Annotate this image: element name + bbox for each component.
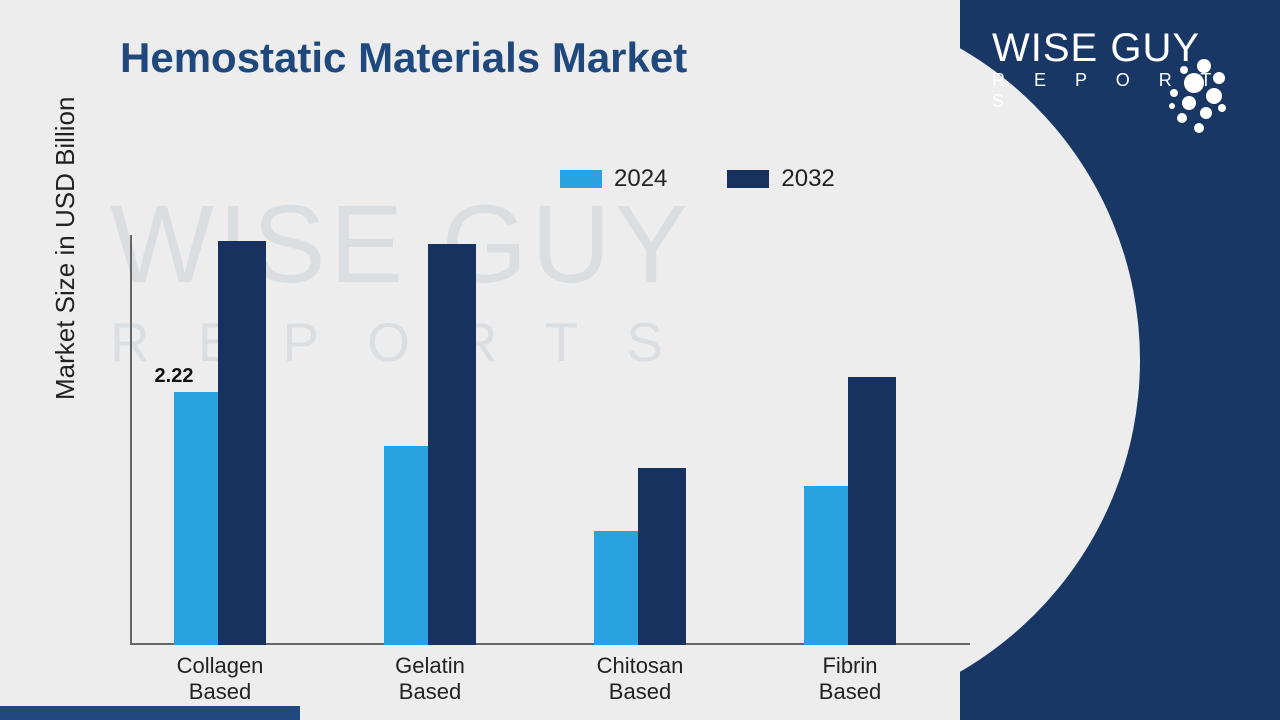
legend-label-2024: 2024: [614, 165, 667, 193]
legend-item-2024: 2024: [560, 165, 667, 193]
bar: [594, 531, 642, 645]
bar-group: FibrinBased: [780, 377, 920, 645]
bar: [218, 241, 266, 645]
category-label: FibrinBased: [819, 653, 881, 706]
bar: [384, 446, 432, 645]
category-label: ChitosanBased: [597, 653, 684, 706]
bar: [638, 468, 686, 645]
legend-label-2032: 2032: [781, 165, 834, 193]
y-axis-label: Market Size in USD Billion: [50, 97, 81, 400]
legend-item-2032: 2032: [727, 165, 834, 193]
bar-group: ChitosanBased: [570, 468, 710, 645]
bottom-accent-bar: [0, 706, 300, 720]
logo: WISE GUY R E P O R T S: [992, 28, 1252, 112]
legend-swatch-2024: [560, 170, 602, 188]
bar-group: CollagenBased2.22: [150, 241, 290, 645]
chart-plot-area: CollagenBased2.22 GelatinBased ChitosanBas…: [130, 235, 970, 645]
bar: [428, 244, 476, 645]
category-label: CollagenBased: [177, 653, 264, 706]
head-icon: [1144, 48, 1234, 148]
bar: [174, 392, 222, 645]
chart-title: Hemostatic Materials Market: [120, 34, 687, 82]
bar: [848, 377, 896, 645]
bar: [804, 486, 852, 645]
category-label: GelatinBased: [395, 653, 465, 706]
legend-swatch-2032: [727, 170, 769, 188]
chart-canvas: WISE GUY R E P O R T S Hemostatic Materi…: [0, 0, 1280, 720]
bar-group: GelatinBased: [360, 244, 500, 645]
legend: 2024 2032: [560, 165, 835, 193]
y-axis-line: [130, 235, 132, 645]
bar-value-label: 2.22: [155, 365, 194, 388]
